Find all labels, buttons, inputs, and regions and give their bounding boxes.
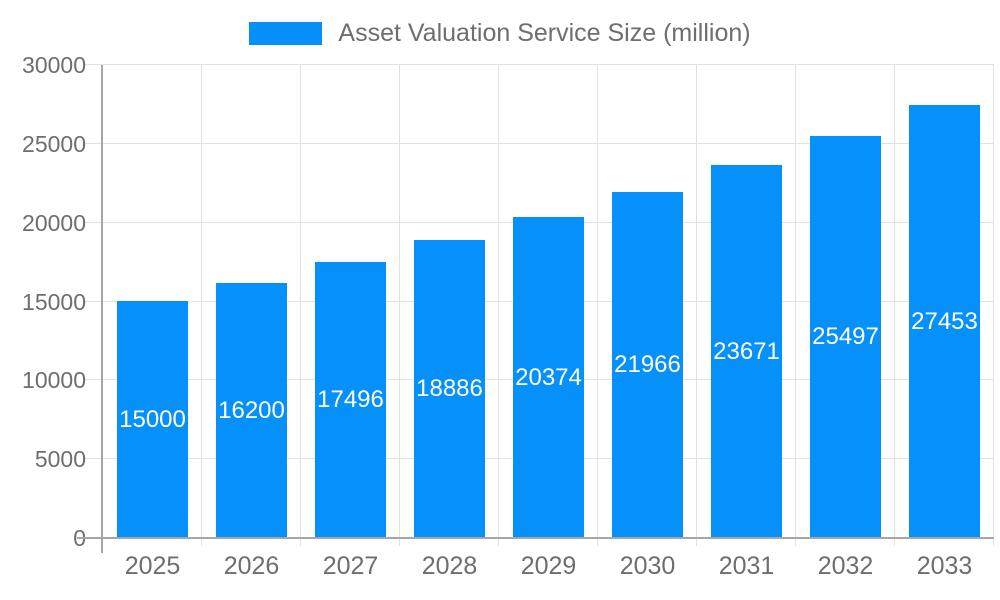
y-tick-label: 5000 xyxy=(34,446,86,472)
bar-2025[interactable]: 15000 xyxy=(117,301,188,538)
y-tick-label: 10000 xyxy=(22,367,86,393)
x-tick-label: 2032 xyxy=(817,552,874,580)
x-tick-label: 2029 xyxy=(520,552,577,580)
gridline-vertical xyxy=(795,65,796,546)
gridline-vertical xyxy=(894,65,895,546)
gridline-vertical xyxy=(498,65,499,546)
bar-2033[interactable]: 27453 xyxy=(909,105,980,538)
bar-value-label: 18886 xyxy=(416,375,483,402)
bar-value-label: 21966 xyxy=(614,351,681,378)
x-tick-label: 2031 xyxy=(718,552,775,580)
bar-2028[interactable]: 18886 xyxy=(414,240,485,538)
bar-2031[interactable]: 23671 xyxy=(711,165,782,538)
bar-value-label: 20374 xyxy=(515,363,582,391)
y-tick-label: 0 xyxy=(0,526,86,550)
y-tick-label: 20000 xyxy=(22,210,86,236)
bar-2030[interactable]: 21966 xyxy=(612,192,683,538)
gridline-vertical xyxy=(993,65,994,546)
y-tick-label: 25000 xyxy=(22,131,86,157)
gridline-horizontal xyxy=(85,143,994,144)
x-tick-label: 2025 xyxy=(124,552,181,580)
gridline-vertical xyxy=(300,65,301,546)
bar-value-label: 23671 xyxy=(713,337,780,365)
y-tick-label: 15000 xyxy=(22,289,86,315)
y-tick-label: 30000 xyxy=(22,52,86,78)
plot-area: 15000 16200 17496 18886 20374 21966 23671 25497… xyxy=(77,64,994,553)
bar-value-label: 17496 xyxy=(317,386,384,413)
x-tick-label: 2027 xyxy=(322,552,379,580)
bar-2029[interactable]: 20374 xyxy=(513,217,584,538)
bar-value-label: 25497 xyxy=(812,323,879,350)
y-axis-line xyxy=(101,65,103,553)
legend-swatch xyxy=(249,22,323,45)
gridline-vertical xyxy=(597,65,598,546)
chart-legend[interactable]: Asset Valuation Service Size (million) xyxy=(0,19,1000,47)
legend-series-label: Asset Valuation Service Size (million) xyxy=(338,19,751,47)
gridline-horizontal xyxy=(85,64,994,65)
bar-value-label: 16200 xyxy=(218,396,285,424)
bar-value-label: 27453 xyxy=(911,307,978,335)
bar-2026[interactable]: 16200 xyxy=(216,283,287,538)
bar-2032[interactable]: 25497 xyxy=(810,136,881,538)
x-tick-label: 2028 xyxy=(421,552,478,580)
gridline-vertical xyxy=(696,65,697,546)
x-tick-label: 2033 xyxy=(916,552,973,580)
bar-2027[interactable]: 17496 xyxy=(315,262,386,538)
bar-value-label: 15000 xyxy=(119,405,186,433)
x-tick-label: 2030 xyxy=(619,552,676,580)
x-tick-label: 2026 xyxy=(223,552,280,580)
gridline-vertical xyxy=(399,65,400,546)
gridline-vertical xyxy=(201,65,202,546)
x-axis-line xyxy=(77,537,994,539)
